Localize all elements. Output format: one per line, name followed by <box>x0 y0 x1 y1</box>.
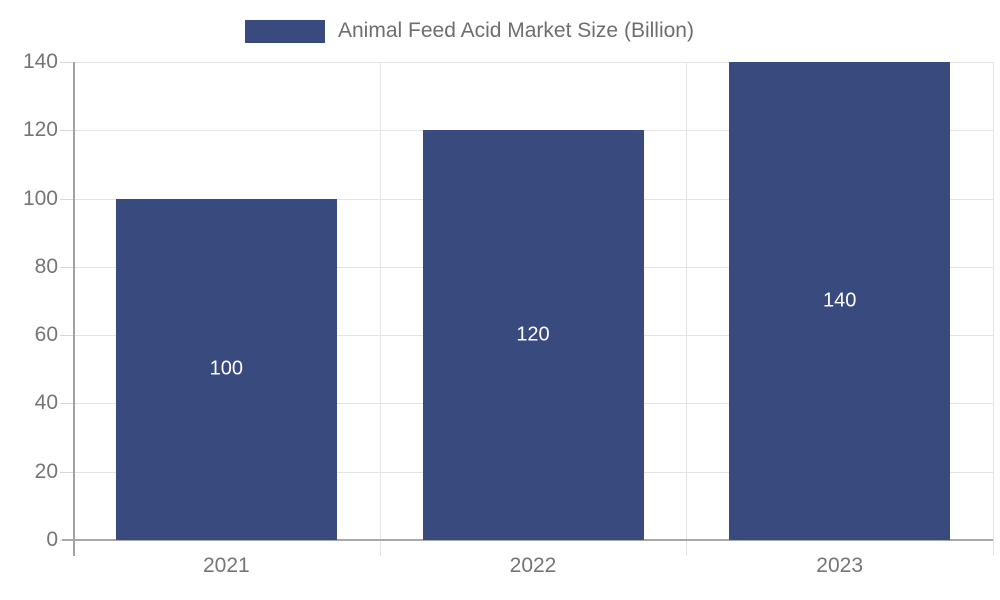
gridline-h-140 <box>73 62 993 63</box>
gridline-v-1 <box>379 62 381 556</box>
ytick-mark-40 <box>60 403 73 405</box>
bar-label-2022: 120 <box>516 323 550 346</box>
bar-label-2023: 140 <box>822 289 857 312</box>
gridline-v-2 <box>686 62 688 556</box>
ytick-mark-120 <box>60 130 73 132</box>
legend-swatch <box>245 19 325 43</box>
xtick-label-2021: 2021 <box>202 554 250 577</box>
ytick-label-0: 0 <box>46 528 58 551</box>
bar-2021[interactable] <box>115 198 337 540</box>
xtick-label-2023: 2023 <box>816 554 864 577</box>
bar-label-2021: 100 <box>209 357 244 380</box>
ytick-label-40: 40 <box>34 391 58 415</box>
ytick-mark-20 <box>60 471 73 473</box>
legend-item[interactable]: Animal Feed Acid Market Size (Billion) <box>245 19 694 43</box>
ytick-label-20: 20 <box>34 459 58 483</box>
ytick-label-60: 60 <box>34 323 58 347</box>
legend-label: Animal Feed Acid Market Size (Billion) <box>338 19 694 42</box>
y-axis-line <box>73 62 75 556</box>
bar-2022[interactable] <box>422 130 644 540</box>
bar-2023[interactable] <box>729 62 951 540</box>
ytick-mark-100 <box>60 198 73 200</box>
gridline-v-3 <box>993 62 994 556</box>
ytick-mark-140 <box>60 62 73 63</box>
ytick-mark-60 <box>60 335 73 337</box>
ytick-label-120: 120 <box>22 118 58 142</box>
ytick-label-80: 80 <box>34 254 58 278</box>
ytick-label-140: 140 <box>22 50 58 73</box>
ytick-mark-80 <box>60 266 73 268</box>
x-axis-line <box>62 539 993 541</box>
ytick-label-100: 100 <box>22 186 58 210</box>
xtick-label-2022: 2022 <box>509 554 557 577</box>
